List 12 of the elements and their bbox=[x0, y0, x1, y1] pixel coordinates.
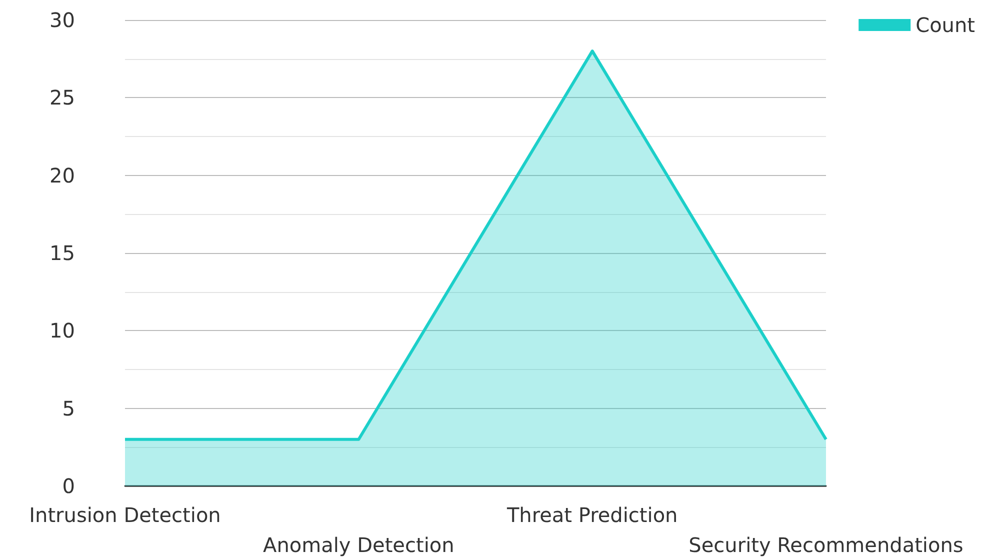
x-tick-label: Threat Prediction bbox=[506, 503, 678, 527]
y-tick-label: 0 bbox=[62, 474, 75, 498]
legend-label: Count bbox=[916, 13, 976, 37]
y-tick-label: 15 bbox=[50, 241, 75, 265]
x-tick-label: Intrusion Detection bbox=[29, 503, 221, 527]
y-tick-label: 25 bbox=[50, 86, 75, 110]
y-tick-label: 20 bbox=[50, 163, 75, 188]
y-tick-label: 10 bbox=[50, 318, 75, 343]
y-tick-label: 5 bbox=[62, 396, 75, 420]
y-tick-label: 30 bbox=[50, 8, 75, 32]
x-tick-label: Anomaly Detection bbox=[263, 533, 454, 557]
x-tick-label: Security Recommendations bbox=[688, 533, 964, 557]
